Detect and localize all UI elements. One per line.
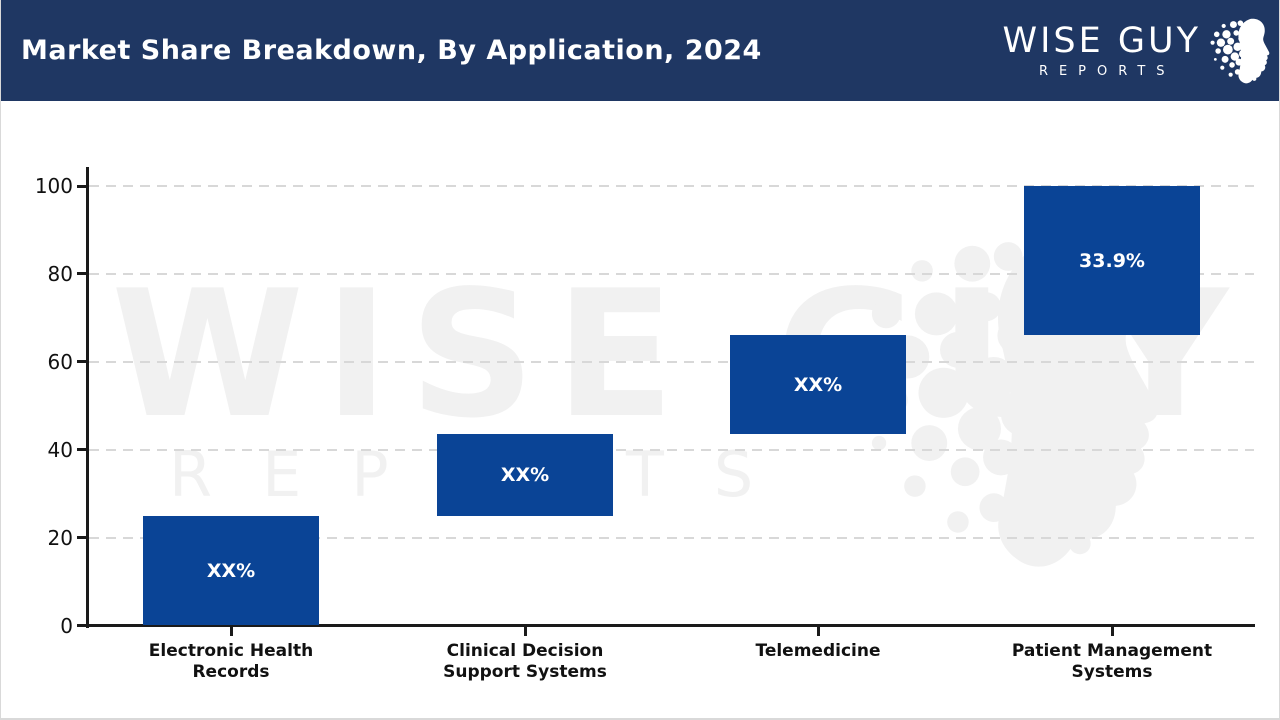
y-tick-mark xyxy=(77,272,86,276)
bar-value-label: XX% xyxy=(500,464,550,486)
wise-guy-logo: WISE GUY REPORTS xyxy=(1002,4,1271,97)
y-tick-mark xyxy=(77,536,86,540)
y-tick-mark xyxy=(77,360,86,364)
logo-dot-face-icon xyxy=(1207,8,1271,94)
x-tick-mark xyxy=(817,627,820,636)
x-tick-mark xyxy=(524,627,527,636)
y-axis-line xyxy=(86,167,89,628)
x-axis-line xyxy=(85,624,1255,627)
bar-2: XX% xyxy=(437,434,613,516)
y-tick-mark xyxy=(77,624,86,627)
y-tick-label: 20 xyxy=(47,525,73,550)
bar-4: 33.9% xyxy=(1024,186,1200,336)
bar-value-label: XX% xyxy=(793,373,843,396)
x-category-label: Clinical Decision Support Systems xyxy=(443,641,607,682)
y-tick-label: 0 xyxy=(60,613,73,638)
gridline-40 xyxy=(89,448,1254,451)
y-tick-label: 80 xyxy=(47,261,73,286)
x-tick-mark xyxy=(1111,627,1114,636)
gridline-60 xyxy=(89,360,1254,363)
bar-3: XX% xyxy=(730,335,906,435)
y-tick-label: 100 xyxy=(34,174,73,199)
x-category-label: Telemedicine xyxy=(755,641,881,661)
x-category-label: Electronic Health Records xyxy=(148,641,314,682)
gridline-100 xyxy=(89,185,1254,188)
gridline-20 xyxy=(89,536,1254,539)
x-category-label: Patient Management Systems xyxy=(1011,641,1213,682)
y-tick-mark xyxy=(77,184,86,188)
chart-title: Market Share Breakdown, By Application, … xyxy=(21,35,762,66)
y-tick-mark xyxy=(77,448,86,452)
bar-value-label: XX% xyxy=(206,559,256,582)
header-bar: Market Share Breakdown, By Application, … xyxy=(1,0,1279,101)
y-tick-label: 40 xyxy=(47,437,73,462)
logo-brand-text: WISE GUY xyxy=(1002,20,1201,61)
logo-reports-text: REPORTS xyxy=(1038,63,1176,79)
bar-value-label: 33.9% xyxy=(1079,249,1145,272)
bar-1: XX% xyxy=(143,515,319,626)
x-tick-mark xyxy=(230,627,233,636)
y-tick-label: 60 xyxy=(47,349,73,374)
gridline-80 xyxy=(89,272,1254,275)
